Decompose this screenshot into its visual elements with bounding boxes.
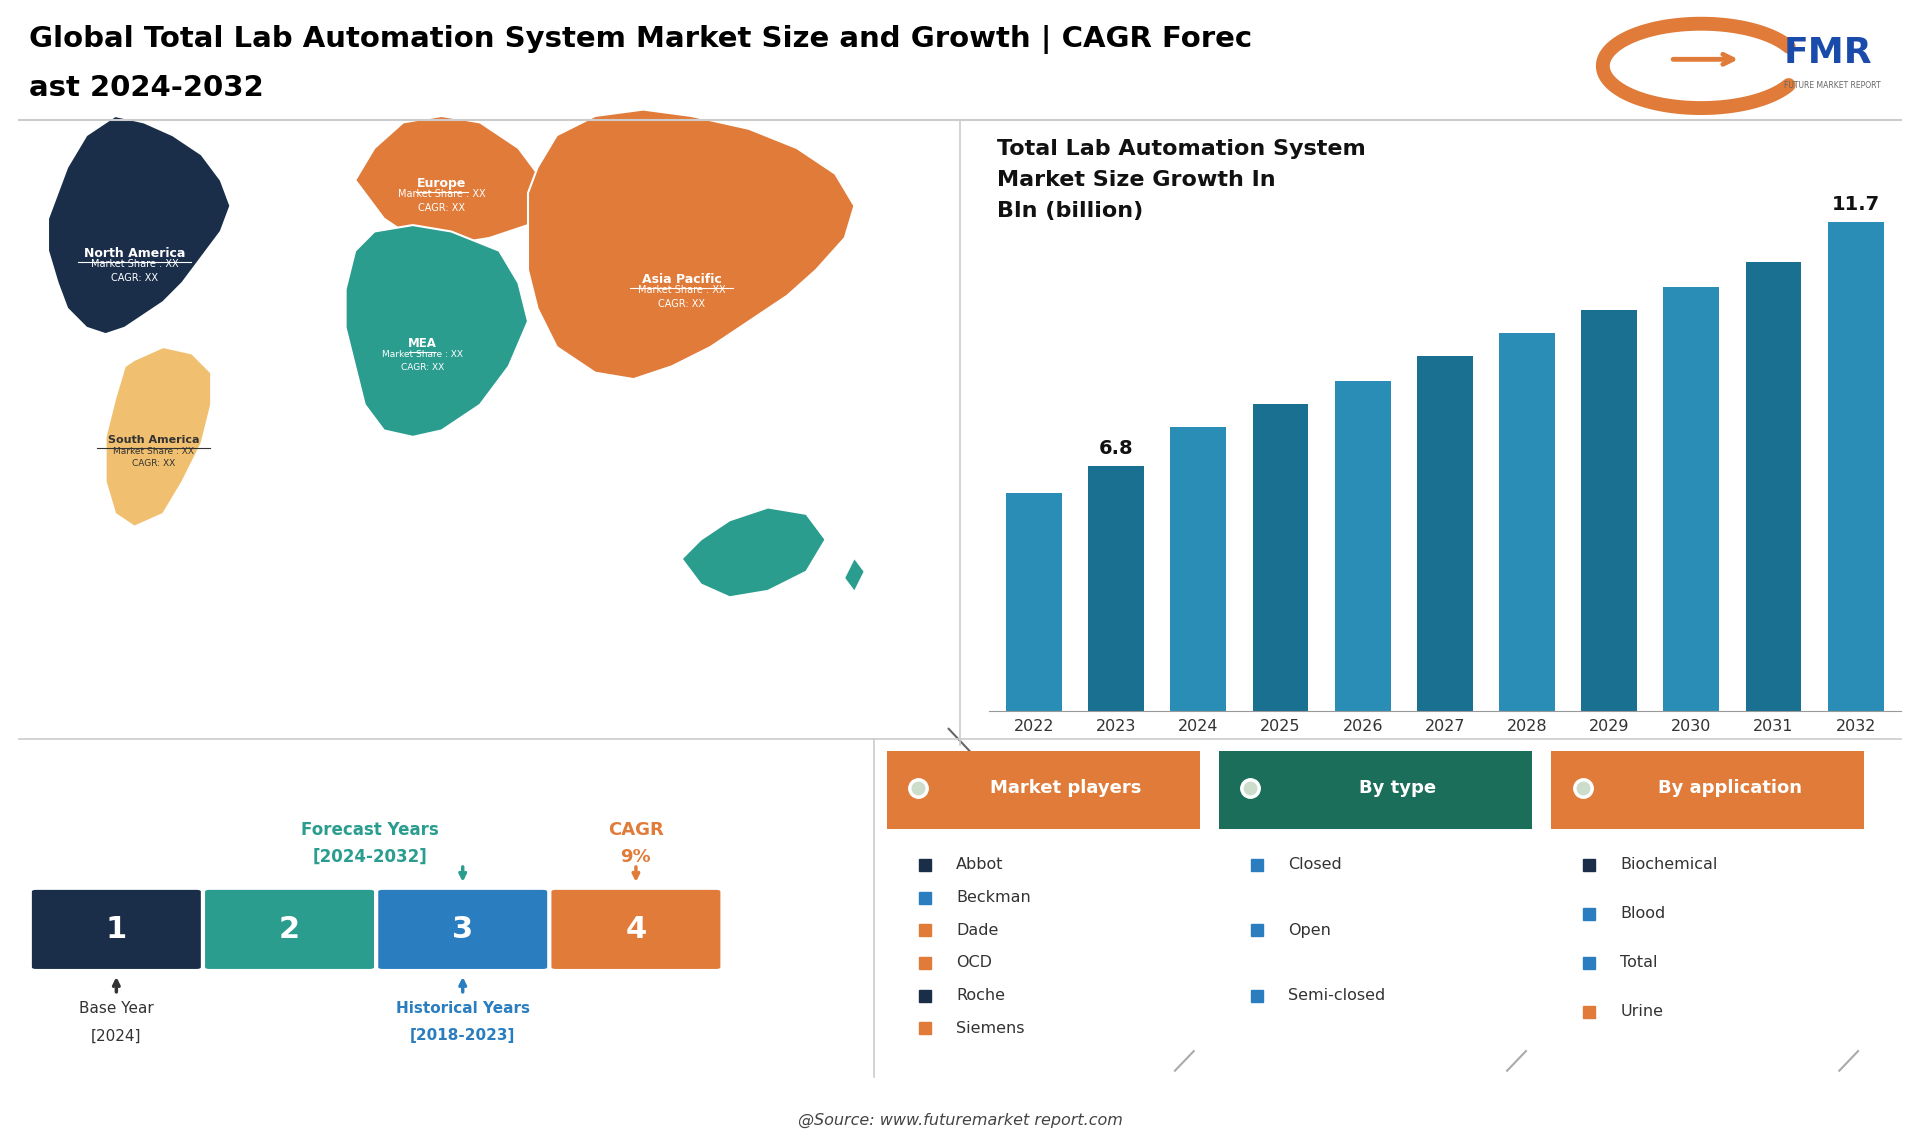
Text: OCD: OCD bbox=[956, 956, 993, 971]
FancyBboxPatch shape bbox=[1213, 747, 1538, 829]
Text: Roche: Roche bbox=[956, 988, 1004, 1003]
FancyBboxPatch shape bbox=[378, 889, 547, 968]
Bar bbox=[1828, 222, 1884, 711]
Text: Market players: Market players bbox=[989, 779, 1140, 798]
Text: Market Share : XX
CAGR: XX: Market Share : XX CAGR: XX bbox=[637, 285, 726, 309]
Text: Market Share : XX
CAGR: XX: Market Share : XX CAGR: XX bbox=[382, 351, 463, 372]
Bar bbox=[1417, 355, 1473, 711]
Text: Europe: Europe bbox=[417, 176, 467, 190]
Text: CAGR: CAGR bbox=[609, 821, 664, 839]
Text: South America: South America bbox=[108, 435, 200, 445]
Text: 4: 4 bbox=[626, 915, 647, 944]
Text: FUTURE MARKET REPORT: FUTURE MARKET REPORT bbox=[1784, 81, 1882, 91]
Text: Open: Open bbox=[1288, 923, 1331, 937]
Bar bbox=[1663, 286, 1718, 711]
Text: 3: 3 bbox=[451, 915, 474, 944]
FancyBboxPatch shape bbox=[205, 889, 374, 968]
Text: By type: By type bbox=[1359, 779, 1436, 798]
Text: [2018-2023]: [2018-2023] bbox=[411, 1028, 515, 1044]
Text: By application: By application bbox=[1657, 779, 1801, 798]
Text: 2: 2 bbox=[278, 915, 300, 944]
Text: [2024]: [2024] bbox=[90, 1028, 142, 1044]
Text: North America: North America bbox=[84, 248, 184, 260]
Text: Blood: Blood bbox=[1620, 906, 1665, 921]
FancyBboxPatch shape bbox=[881, 747, 1206, 829]
Text: MEA: MEA bbox=[407, 337, 438, 351]
Text: Total: Total bbox=[1620, 956, 1657, 971]
Polygon shape bbox=[106, 347, 211, 527]
Text: FMR: FMR bbox=[1784, 36, 1872, 70]
FancyBboxPatch shape bbox=[883, 817, 1204, 1082]
Bar bbox=[1252, 403, 1308, 711]
FancyBboxPatch shape bbox=[551, 889, 720, 968]
Text: Global Total Lab Automation System Market Size and Growth | CAGR Forec: Global Total Lab Automation System Marke… bbox=[29, 25, 1252, 54]
Text: Urine: Urine bbox=[1620, 1004, 1663, 1020]
Text: 1: 1 bbox=[106, 915, 127, 944]
Text: Historical Years: Historical Years bbox=[396, 1000, 530, 1017]
Text: Base Year: Base Year bbox=[79, 1000, 154, 1017]
Text: 11.7: 11.7 bbox=[1832, 195, 1880, 213]
Text: Beckman: Beckman bbox=[956, 890, 1031, 905]
Text: @Source: www.futuremarket report.com: @Source: www.futuremarket report.com bbox=[797, 1113, 1123, 1129]
Text: ast 2024-2032: ast 2024-2032 bbox=[29, 74, 263, 102]
Polygon shape bbox=[346, 225, 528, 437]
Text: 9%: 9% bbox=[620, 848, 651, 866]
Bar bbox=[1745, 261, 1801, 711]
Bar bbox=[1089, 466, 1144, 711]
Bar bbox=[1006, 494, 1062, 711]
Text: Abbot: Abbot bbox=[956, 857, 1004, 872]
Text: [2024-2032]: [2024-2032] bbox=[313, 848, 426, 866]
Text: Market Share : XX
CAGR: XX: Market Share : XX CAGR: XX bbox=[90, 259, 179, 283]
Bar bbox=[1334, 380, 1390, 711]
Text: Total Lab Automation System
Market Size Growth In
Bln (billion): Total Lab Automation System Market Size … bbox=[996, 139, 1365, 221]
Bar bbox=[1582, 309, 1638, 711]
Text: 6.8: 6.8 bbox=[1098, 439, 1133, 458]
Bar bbox=[1171, 426, 1227, 711]
Text: Semi-closed: Semi-closed bbox=[1288, 988, 1386, 1003]
FancyBboxPatch shape bbox=[1548, 817, 1868, 1082]
Text: Closed: Closed bbox=[1288, 857, 1342, 872]
Bar bbox=[1500, 332, 1555, 711]
Text: Dade: Dade bbox=[956, 923, 998, 937]
FancyBboxPatch shape bbox=[1546, 747, 1870, 829]
Polygon shape bbox=[528, 110, 854, 379]
Text: Forecast Years: Forecast Years bbox=[301, 821, 438, 839]
Text: Market Share : XX
CAGR: XX: Market Share : XX CAGR: XX bbox=[397, 189, 486, 213]
Polygon shape bbox=[682, 508, 826, 597]
Polygon shape bbox=[845, 559, 864, 591]
FancyBboxPatch shape bbox=[33, 889, 202, 968]
FancyBboxPatch shape bbox=[1215, 817, 1536, 1082]
Polygon shape bbox=[355, 116, 547, 244]
Text: Siemens: Siemens bbox=[956, 1021, 1025, 1036]
Text: Asia Pacific: Asia Pacific bbox=[641, 273, 722, 286]
Polygon shape bbox=[48, 116, 230, 335]
Text: Market Share : XX
CAGR: XX: Market Share : XX CAGR: XX bbox=[113, 447, 194, 469]
Text: Biochemical: Biochemical bbox=[1620, 857, 1718, 872]
